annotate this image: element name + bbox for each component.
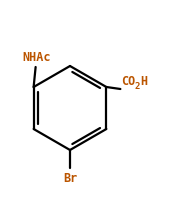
Text: Br: Br [63,172,77,185]
Text: 2: 2 [134,82,140,91]
Text: CO: CO [121,75,136,88]
Text: NHAc: NHAc [22,51,51,64]
Text: H: H [140,75,147,88]
